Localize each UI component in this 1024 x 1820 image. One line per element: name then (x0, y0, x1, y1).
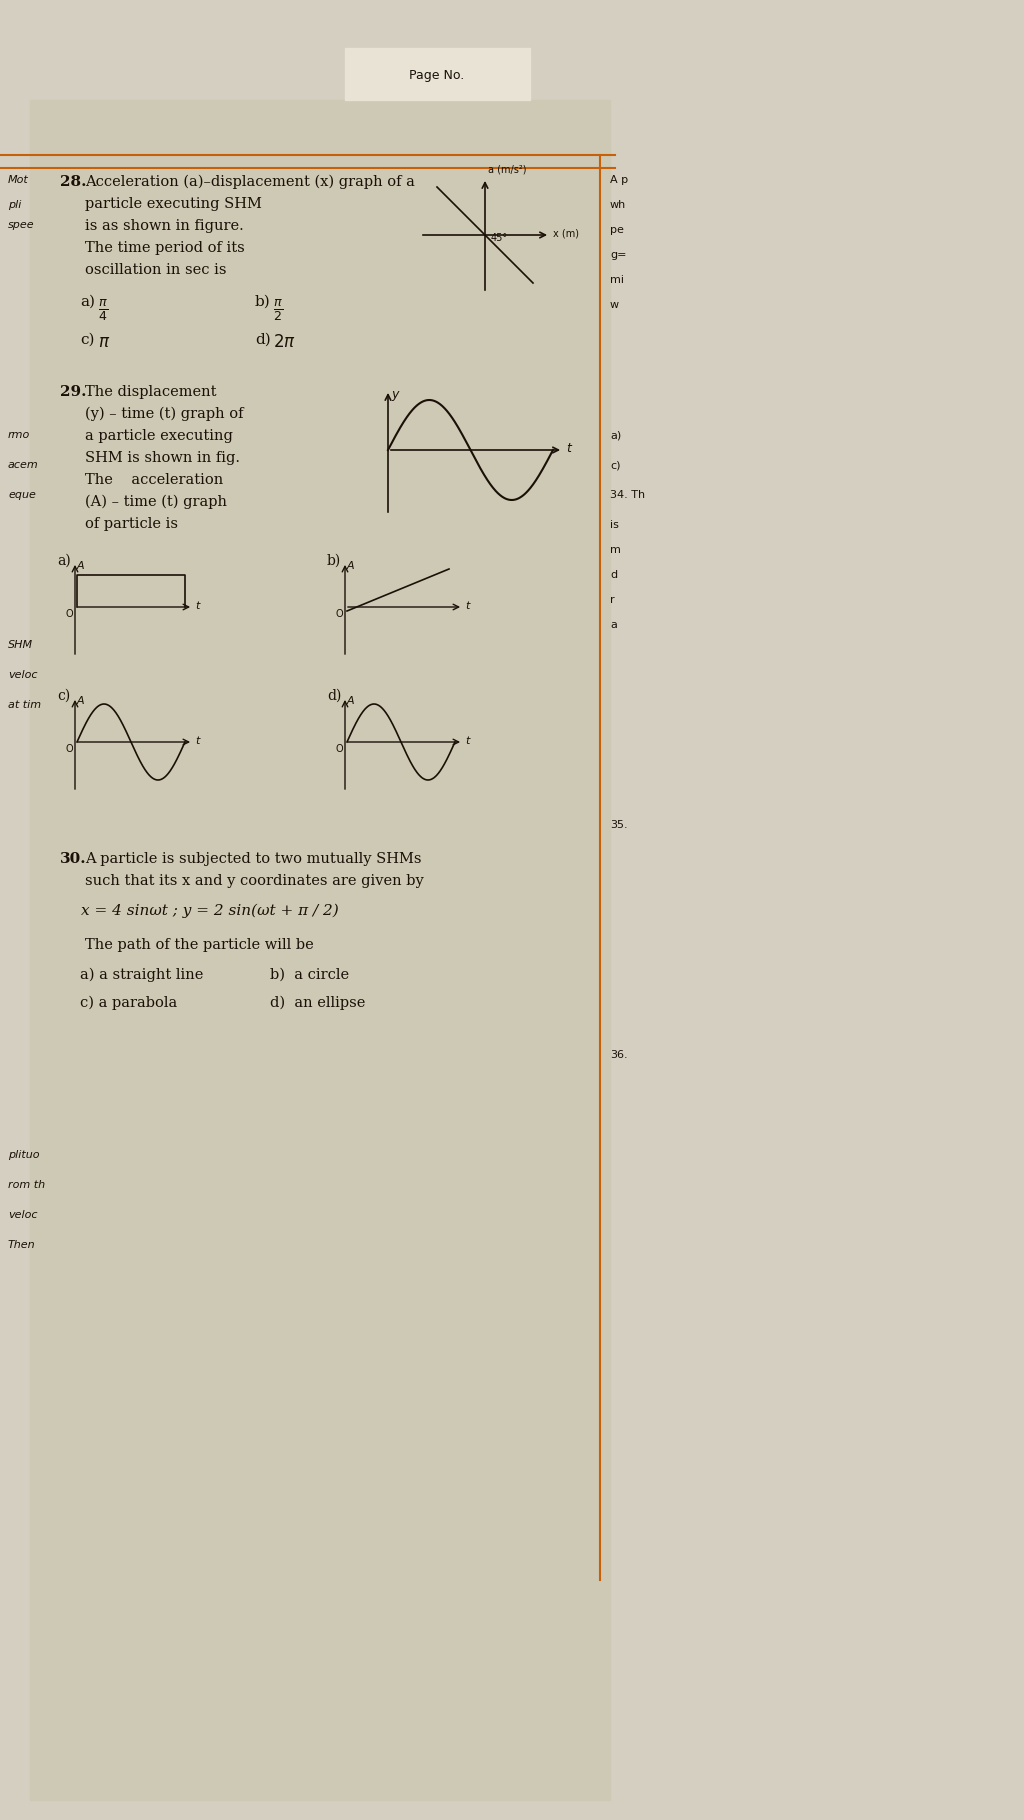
Text: wh: wh (610, 200, 627, 209)
Text: a): a) (57, 553, 71, 568)
Text: The    acceleration: The acceleration (85, 473, 223, 488)
Text: rom th: rom th (8, 1179, 45, 1190)
Text: (A) – time (t) graph: (A) – time (t) graph (85, 495, 227, 510)
Text: O: O (65, 744, 73, 753)
Text: acem: acem (8, 460, 39, 470)
Text: A: A (347, 695, 354, 706)
Text: 29.: 29. (60, 386, 86, 399)
Text: O: O (65, 610, 73, 619)
Text: b): b) (255, 295, 270, 309)
Text: oscillation in sec is: oscillation in sec is (85, 264, 226, 277)
Text: a particle executing: a particle executing (85, 430, 232, 442)
Text: a (m/s²): a (m/s²) (488, 166, 526, 175)
Text: is: is (610, 521, 618, 530)
Text: pe: pe (610, 226, 624, 235)
Text: A: A (77, 695, 85, 706)
Text: A: A (347, 561, 354, 571)
Text: m: m (610, 544, 621, 555)
Text: c): c) (610, 460, 621, 470)
Text: SHM is shown in fig.: SHM is shown in fig. (85, 451, 240, 464)
Text: $\frac{\pi}{4}$: $\frac{\pi}{4}$ (98, 297, 108, 322)
Text: such that its x and y coordinates are given by: such that its x and y coordinates are gi… (85, 874, 424, 888)
Text: g=: g= (610, 249, 627, 260)
Text: mi: mi (610, 275, 624, 286)
Text: (y) – time (t) graph of: (y) – time (t) graph of (85, 408, 244, 422)
Text: veloc: veloc (8, 670, 38, 681)
Text: A particle is subjected to two mutually SHMs: A particle is subjected to two mutually … (85, 852, 422, 866)
Text: 36.: 36. (610, 1050, 628, 1059)
Text: A: A (77, 561, 85, 571)
Text: at tim: at tim (8, 701, 41, 710)
Text: A p: A p (610, 175, 628, 186)
Text: Page No.: Page No. (410, 69, 465, 82)
Text: d): d) (255, 333, 270, 348)
Text: t: t (465, 601, 469, 612)
Text: spee: spee (8, 220, 35, 229)
Text: 28.: 28. (60, 175, 86, 189)
Text: Then: Then (8, 1239, 36, 1250)
Text: 30.: 30. (60, 852, 87, 866)
Text: r: r (610, 595, 614, 604)
Text: O: O (335, 610, 343, 619)
Text: t: t (566, 442, 570, 455)
Text: 35.: 35. (610, 821, 628, 830)
Text: Mot: Mot (8, 175, 29, 186)
Text: t: t (195, 735, 200, 746)
Text: t: t (465, 735, 469, 746)
Text: particle executing SHM: particle executing SHM (85, 197, 262, 211)
Text: The displacement: The displacement (85, 386, 216, 399)
Text: rmo: rmo (8, 430, 31, 440)
Text: c): c) (57, 690, 71, 703)
Text: $2\pi$: $2\pi$ (273, 333, 296, 351)
Text: a): a) (610, 430, 622, 440)
Text: 34. Th: 34. Th (610, 490, 645, 501)
Text: c): c) (80, 333, 94, 348)
Text: Acceleration (a)–displacement (x) graph of a: Acceleration (a)–displacement (x) graph … (85, 175, 415, 189)
Text: eque: eque (8, 490, 36, 501)
Text: b): b) (327, 553, 341, 568)
Text: a: a (610, 621, 616, 630)
Text: w: w (610, 300, 620, 309)
Text: 45°: 45° (490, 233, 508, 244)
Text: pli: pli (8, 200, 22, 209)
Text: a): a) (80, 295, 95, 309)
Text: x = 4 sinωt ; y = 2 sin(ωt + π / 2): x = 4 sinωt ; y = 2 sin(ωt + π / 2) (81, 905, 339, 919)
Text: veloc: veloc (8, 1210, 38, 1219)
Text: $\frac{\pi}{2}$: $\frac{\pi}{2}$ (273, 297, 283, 322)
Text: t: t (195, 601, 200, 612)
Bar (30, 100, 610, 1800)
Text: The path of the particle will be: The path of the particle will be (85, 937, 313, 952)
Text: $\pi$: $\pi$ (98, 333, 111, 351)
Text: of particle is: of particle is (85, 517, 178, 531)
Text: y: y (391, 388, 398, 400)
Text: SHM: SHM (8, 641, 33, 650)
Text: d: d (610, 570, 617, 581)
Text: d): d) (327, 690, 341, 703)
Text: d)  an ellipse: d) an ellipse (270, 996, 366, 1010)
Text: b)  a circle: b) a circle (270, 968, 349, 983)
Text: x (m): x (m) (553, 229, 579, 238)
Bar (345, 47, 530, 100)
Text: O: O (335, 744, 343, 753)
Text: plituo: plituo (8, 1150, 40, 1159)
Text: c) a parabola: c) a parabola (80, 996, 177, 1010)
Text: The time period of its: The time period of its (85, 240, 245, 255)
Text: a) a straight line: a) a straight line (80, 968, 204, 983)
Text: is as shown in figure.: is as shown in figure. (85, 218, 244, 233)
